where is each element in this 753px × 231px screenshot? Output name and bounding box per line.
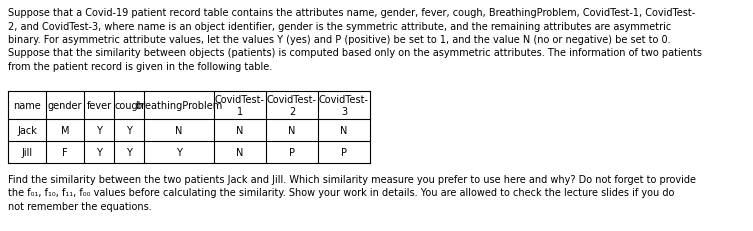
Text: M: M [61,125,69,135]
Text: CovidTest-
3: CovidTest- 3 [319,94,369,117]
Text: N: N [175,125,183,135]
Text: N: N [288,125,296,135]
Text: cough: cough [114,100,144,110]
Text: name: name [13,100,41,110]
Text: Y: Y [96,125,102,135]
Text: Y: Y [176,147,182,157]
Text: gender: gender [47,100,82,110]
Text: CovidTest-
2: CovidTest- 2 [267,94,317,117]
Text: not remember the equations.: not remember the equations. [8,201,152,211]
Text: Suppose that a Covid-19 patient record table contains the attributes name, gende: Suppose that a Covid-19 patient record t… [8,8,695,18]
Text: Suppose that the similarity between objects (patients) is computed based only on: Suppose that the similarity between obje… [8,48,702,58]
Text: Find the similarity between the two patients Jack and Jill. Which similarity mea: Find the similarity between the two pati… [8,174,696,184]
Text: Y: Y [96,147,102,157]
Text: the f₀₁, f₁₀, f₁₁, f₀₀ values before calculating the similarity. Show your work : the f₀₁, f₁₀, f₁₁, f₀₀ values before cal… [8,188,675,198]
Text: P: P [289,147,295,157]
Text: CovidTest-
1: CovidTest- 1 [215,94,265,117]
Text: from the patient record is given in the following table.: from the patient record is given in the … [8,62,273,72]
Text: Y: Y [126,125,132,135]
Text: binary. For asymmetric attribute values, let the values Y (yes) and P (positive): binary. For asymmetric attribute values,… [8,35,671,45]
Text: N: N [236,125,244,135]
Text: Jill: Jill [21,147,32,157]
Text: P: P [341,147,347,157]
Text: N: N [340,125,348,135]
Text: 2, and CovidTest-3, where name is an object identifier, gender is the symmetric : 2, and CovidTest-3, where name is an obj… [8,21,671,31]
Text: N: N [236,147,244,157]
Text: Y: Y [126,147,132,157]
Text: fever: fever [87,100,111,110]
Text: Jack: Jack [17,125,37,135]
Text: F: F [62,147,68,157]
Text: breathingProblem: breathingProblem [136,100,223,110]
